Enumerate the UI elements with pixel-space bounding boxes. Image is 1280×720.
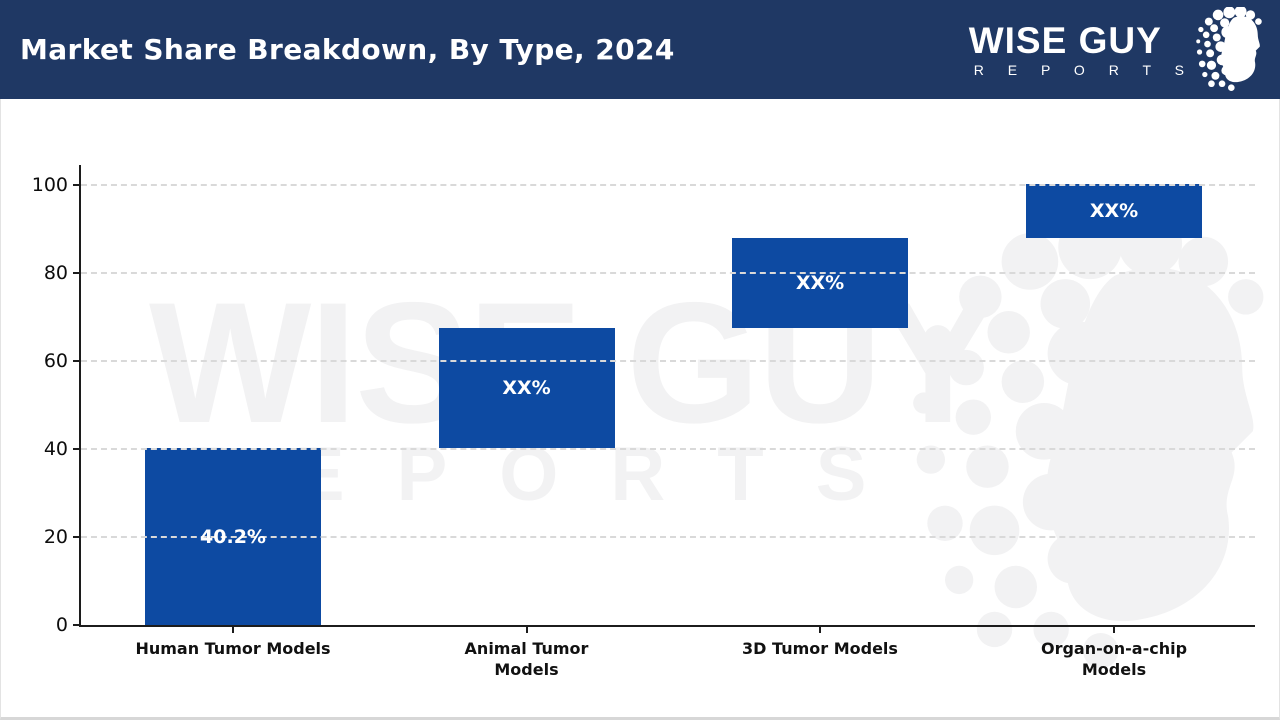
logo-subtext: R E P O R T S (973, 62, 1194, 78)
x-tick-mark (819, 625, 821, 633)
y-tick-label: 100 (31, 174, 68, 196)
y-gridline (81, 360, 1255, 362)
bar-animal-tumor-models (438, 328, 615, 449)
header-bar: Market Share Breakdown, By Type, 2024 WI… (0, 0, 1280, 99)
y-tick-mark (73, 360, 81, 362)
y-tick-mark (73, 448, 81, 450)
logo-wordmark: WISE GUY (968, 20, 1162, 61)
y-tick-label: 0 (55, 614, 68, 636)
x-category-label: Animal Tumor Models (464, 639, 589, 679)
x-category-label: 3D Tumor Models (742, 639, 898, 658)
y-tick-mark (73, 272, 81, 274)
chart-canvas: WISE GUY REPORTS 0 20 40 60 80 100 40.2% Human … (0, 99, 1280, 720)
bar-organ-on-a-chip-models (1026, 184, 1202, 238)
y-tick-label: 80 (43, 262, 68, 284)
bar-3d-tumor-models (732, 237, 908, 328)
x-tick-mark (525, 625, 528, 633)
y-tick-mark (73, 184, 81, 186)
x-tick-mark (232, 625, 234, 633)
plot-area: 0 20 40 60 80 100 40.2% Human Tumor Models XX% An… (32, 165, 1255, 679)
y-tick-mark (73, 536, 81, 538)
y-tick-label: 20 (43, 526, 68, 548)
y-tick-label: 60 (43, 350, 68, 372)
x-category-label: Human Tumor Models (135, 639, 331, 658)
y-tick-mark (73, 624, 81, 626)
bar-human-tumor-models (145, 448, 321, 625)
y-tick-label: 40 (43, 438, 68, 460)
x-category-label: Organ-on-a-chip Models (1040, 639, 1188, 679)
x-tick-mark (1113, 625, 1115, 633)
brand-logo-text: WISE GUY R E P O R T S (969, 22, 1194, 77)
page-title: Market Share Breakdown, By Type, 2024 (20, 33, 675, 66)
brand-logo: WISE GUY R E P O R T S (969, 7, 1280, 93)
y-gridline (81, 272, 1255, 274)
logo-face-icon (1188, 7, 1268, 93)
